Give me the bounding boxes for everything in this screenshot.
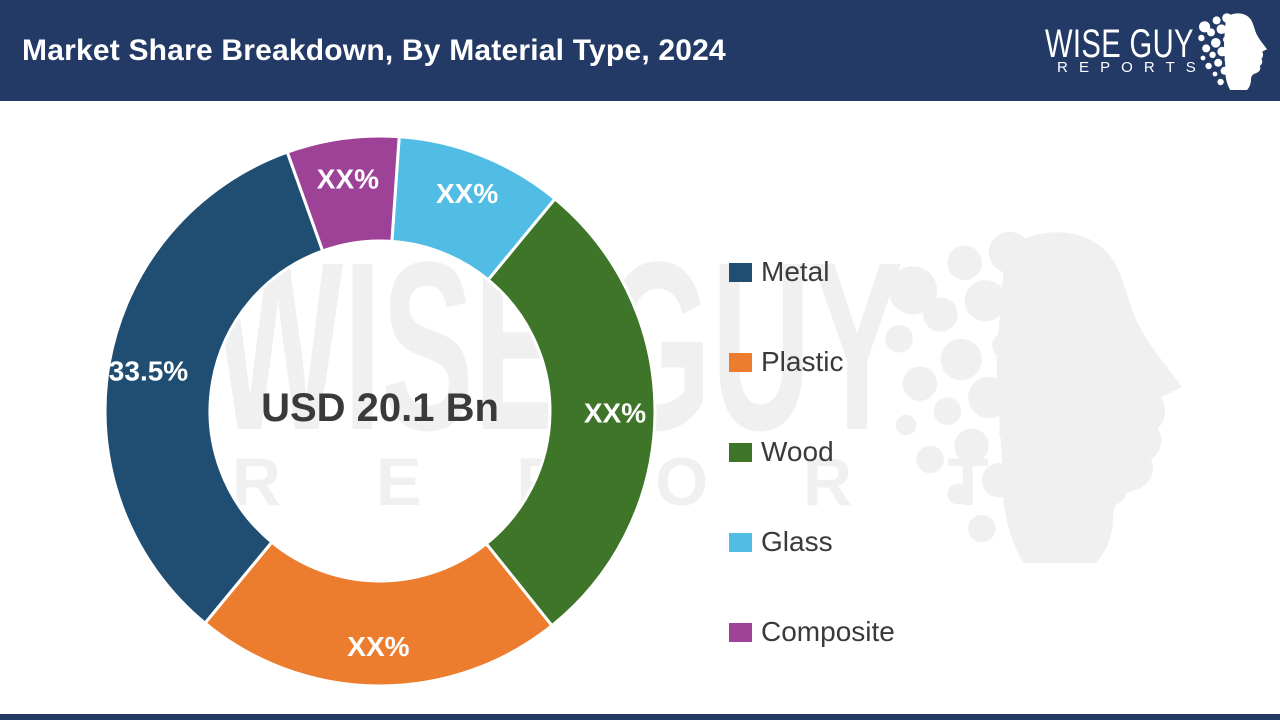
logo-wordmark: WISE GUY	[1045, 22, 1194, 67]
legend-item-metal: Metal	[729, 253, 829, 291]
legend-swatch-glass	[729, 532, 752, 552]
legend-label-glass: Glass	[761, 526, 833, 557]
segment-label-glass: XX%	[436, 178, 498, 209]
donut-segment-metal	[103, 150, 325, 626]
legend-item-glass: Glass	[729, 523, 833, 561]
chart-center-value: USD 20.1 Bn	[261, 386, 499, 430]
segment-label-plastic: XX%	[347, 631, 409, 662]
legend-swatch-wood	[729, 442, 752, 462]
donut-segment-wood	[484, 196, 657, 628]
header: Market Share Breakdown, By Material Type…	[0, 0, 1280, 101]
legend-label-metal: Metal	[761, 256, 830, 287]
logo-subtext: R E P O R T S	[1057, 59, 1199, 76]
footer-bar	[0, 714, 1280, 720]
legend-label-wood: Wood	[761, 436, 834, 467]
donut-segment-composite	[285, 134, 401, 253]
legend-swatch-plastic	[729, 352, 752, 372]
page-title: Market Share Breakdown, By Material Type…	[22, 33, 726, 67]
legend-label-composite: Composite	[761, 616, 895, 647]
segment-labels-group: 33.5% XX% XX% XX% XX%	[109, 163, 646, 662]
donut-chart: 33.5% XX% XX% XX% XX% USD 20.1 Bn	[103, 134, 657, 688]
brand-logo: WISE GUY R E P O R T S	[1045, 13, 1267, 90]
donut-segment-plastic	[202, 540, 555, 688]
segments-group	[103, 134, 657, 688]
legend-swatch-composite	[729, 622, 752, 642]
legend-item-plastic: Plastic	[729, 343, 843, 381]
segment-label-composite: XX%	[317, 163, 379, 194]
segment-label-metal: 33.5%	[109, 356, 188, 387]
segment-label-wood: XX%	[584, 398, 646, 429]
legend-item-wood: Wood	[729, 433, 834, 471]
logo-face-icon	[1198, 13, 1267, 90]
watermark-face-icon	[885, 231, 1182, 563]
legend-item-composite: Composite	[729, 613, 895, 651]
legend-swatch-metal	[729, 262, 752, 282]
legend-label-plastic: Plastic	[761, 346, 844, 377]
